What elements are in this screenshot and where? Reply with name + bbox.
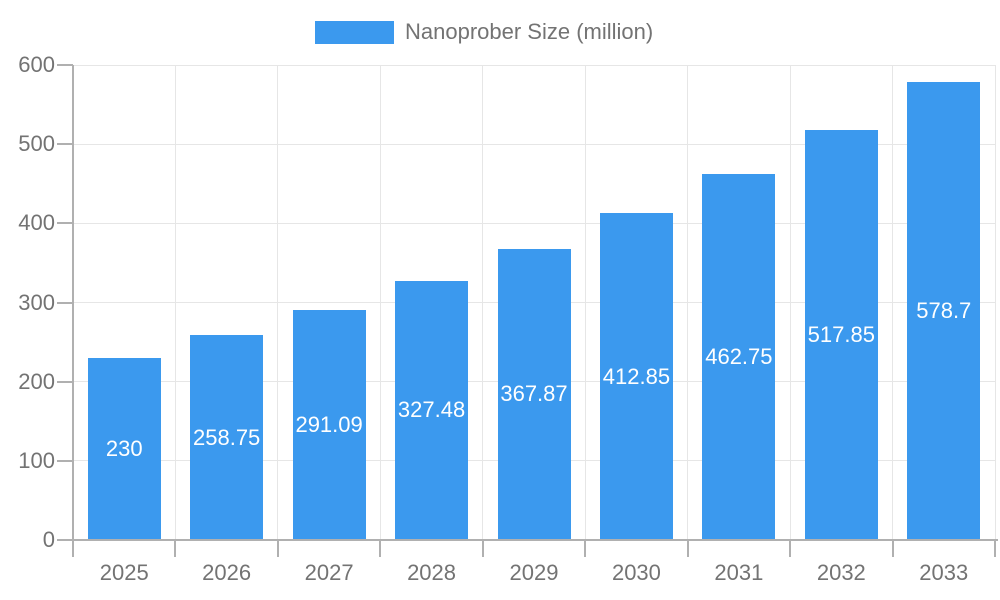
bar[interactable]	[599, 213, 673, 540]
bar[interactable]	[804, 130, 878, 540]
bar[interactable]	[497, 248, 571, 540]
bar-value-label: 230	[105, 435, 143, 461]
y-axis-tick	[57, 459, 73, 462]
y-axis-label: 400	[18, 210, 55, 236]
bar-value-label: 327.48	[397, 397, 466, 423]
y-axis-label: 300	[18, 289, 55, 315]
bar[interactable]	[907, 81, 981, 540]
v-gridline	[687, 65, 689, 540]
y-axis-tick	[57, 301, 73, 304]
bar[interactable]	[190, 335, 264, 540]
y-axis-label: 100	[18, 447, 55, 473]
x-axis-tick	[584, 540, 587, 557]
y-axis-tick	[57, 143, 73, 146]
x-axis-tick	[686, 540, 689, 557]
legend[interactable]: Nanoprober Size (million)	[315, 19, 653, 45]
x-axis-label: 2026	[202, 560, 252, 585]
y-axis-tick	[57, 380, 73, 383]
y-axis-label: 500	[18, 131, 55, 157]
x-axis-label: 2031	[714, 560, 764, 585]
legend-swatch	[315, 20, 394, 44]
x-axis-label: 2030	[611, 560, 661, 585]
v-gridline	[174, 65, 176, 540]
h-gridline	[73, 143, 995, 145]
x-axis-tick	[481, 540, 484, 557]
bar-value-label: 412.85	[602, 363, 671, 389]
legend-label: Nanoprober Size (million)	[405, 19, 654, 44]
x-axis-label: 2027	[304, 560, 354, 585]
bar-value-label: 258.75	[193, 424, 261, 450]
x-axis-label: 2025	[99, 560, 149, 585]
bar[interactable]	[702, 173, 776, 540]
y-axis-label: 600	[18, 52, 55, 77]
bar-value-label: 291.09	[295, 411, 363, 437]
v-gridline	[379, 65, 381, 540]
y-axis-tick	[57, 222, 73, 225]
x-axis-tick	[174, 540, 177, 557]
x-axis-tick	[891, 540, 894, 557]
x-axis-tick	[994, 540, 996, 557]
x-axis-tick	[789, 540, 792, 557]
bar-value-label: 578.7	[916, 297, 972, 323]
v-gridline	[482, 65, 484, 540]
x-axis-label: 2033	[919, 560, 969, 585]
y-axis-tick	[57, 64, 73, 66]
v-gridline	[277, 65, 279, 540]
y-axis-label: 200	[18, 368, 55, 394]
x-axis-label: 2029	[509, 560, 559, 585]
h-gridline	[73, 222, 995, 224]
bar[interactable]	[395, 280, 469, 540]
v-gridline	[584, 65, 586, 540]
h-gridline	[73, 64, 995, 66]
bar-value-label: 367.87	[500, 381, 568, 407]
x-axis-line	[57, 539, 998, 541]
y-axis-line	[72, 65, 74, 557]
x-axis-label: 2028	[407, 560, 457, 585]
y-axis-label: 0	[42, 527, 55, 552]
v-gridline	[892, 65, 894, 540]
bar-value-label: 462.75	[705, 343, 773, 369]
bar[interactable]	[87, 357, 161, 540]
x-axis-tick	[276, 540, 279, 557]
v-gridline	[994, 65, 996, 540]
x-axis-label: 2032	[816, 560, 866, 585]
x-axis-tick	[379, 540, 382, 557]
bar[interactable]	[292, 309, 366, 540]
bar-value-label: 517.85	[807, 322, 875, 348]
v-gridline	[789, 65, 791, 540]
